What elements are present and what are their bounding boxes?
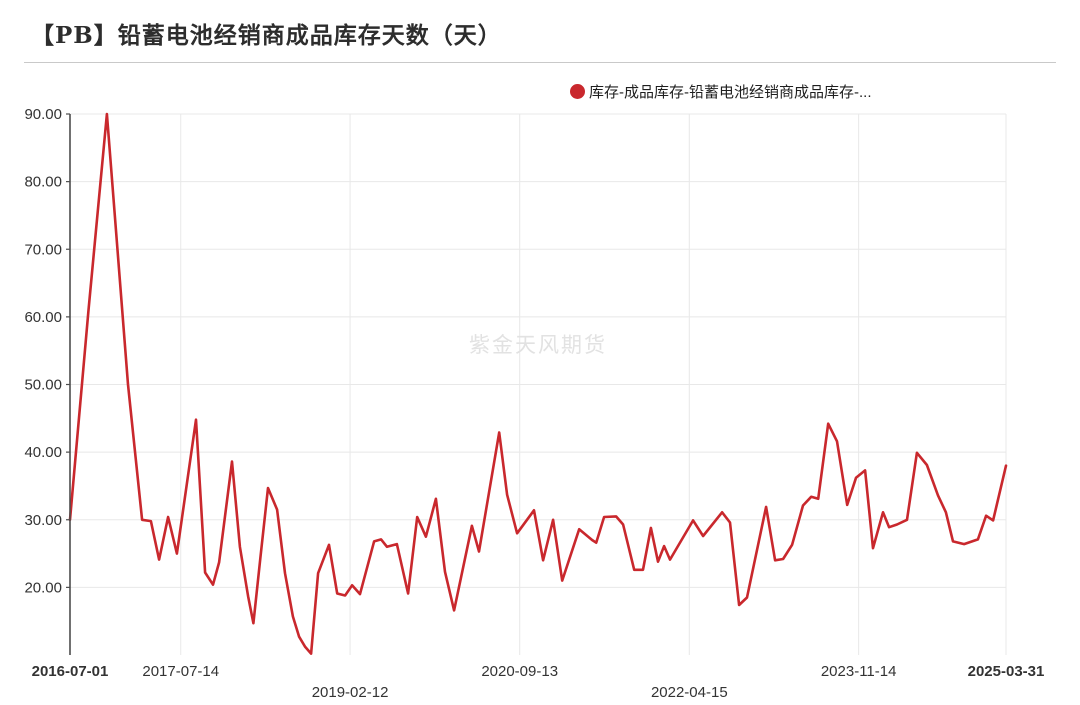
y-tick-label: 60.00	[24, 309, 62, 326]
x-tick-label: 2022-04-15	[651, 684, 728, 701]
chart-title: 【PB】铅蓄电池经销商成品库存天数（天）	[31, 22, 502, 49]
x-tick-label: 2023-11-14	[821, 663, 897, 680]
legend-label: 库存-成品库存-铅蓄电池经销商成品库存-...	[589, 84, 872, 101]
y-tick-label: 40.00	[24, 444, 62, 461]
x-tick-label: 2020-09-13	[481, 663, 558, 680]
y-tick-label: 80.00	[24, 174, 62, 191]
y-tick-label: 70.00	[24, 241, 62, 258]
title-divider	[24, 62, 1056, 63]
x-tick-label: 2019-02-12	[312, 684, 389, 701]
legend-item[interactable]: 库存-成品库存-铅蓄电池经销商成品库存-...	[570, 81, 872, 102]
y-tick-label: 90.00	[24, 106, 62, 123]
y-tick-label: 50.00	[24, 377, 62, 394]
y-tick-label: 20.00	[24, 579, 62, 596]
series-marker-icon	[570, 84, 585, 99]
series-line	[68, 112, 1008, 655]
x-tick-label: 2017-07-14	[142, 663, 219, 680]
x-tick-label: 2016-07-01	[32, 663, 109, 680]
y-tick-label: 30.00	[24, 512, 62, 529]
watermark: 紫金天风期货	[469, 334, 607, 357]
x-tick-label: 2025-03-31	[968, 663, 1045, 680]
